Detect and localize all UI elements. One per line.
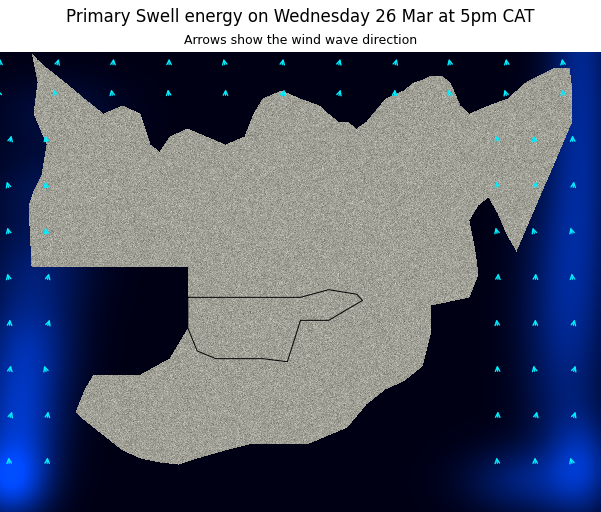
- Text: Primary Swell energy on Wednesday 26 Mar at 5pm CAT: Primary Swell energy on Wednesday 26 Mar…: [66, 8, 535, 26]
- Text: Arrows show the wind wave direction: Arrows show the wind wave direction: [184, 34, 417, 47]
